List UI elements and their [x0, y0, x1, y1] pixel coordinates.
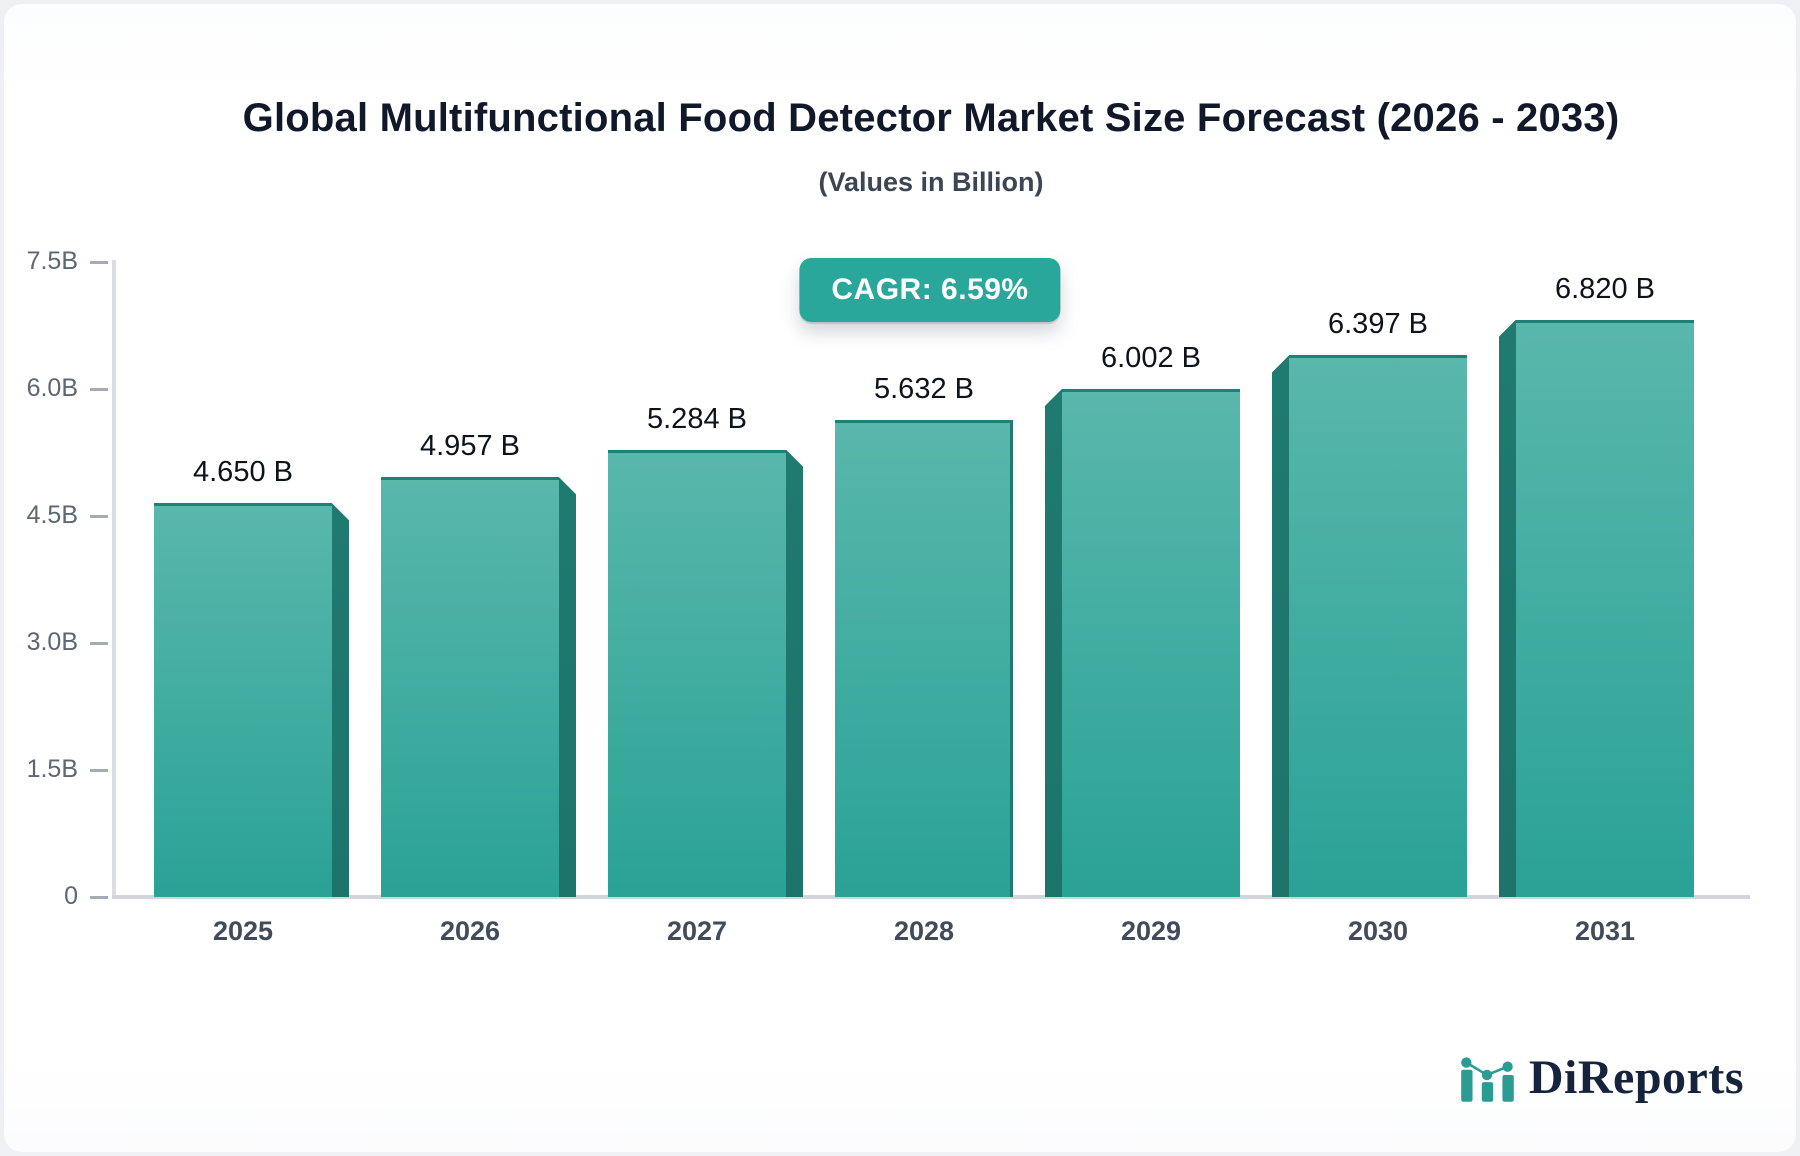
y-tick-label: 6.0B [26, 374, 78, 402]
y-axis-line [112, 260, 116, 899]
bar-face [608, 449, 786, 897]
page-title: Global Multifunctional Food Detector Mar… [242, 96, 1620, 140]
chart-header: Global Multifunctional Food Detector Mar… [114, 96, 1748, 198]
y-tick-dash [90, 388, 108, 391]
y-tick-label: 4.5B [26, 501, 78, 529]
logo-text: DiReports [1528, 1050, 1744, 1104]
x-axis-label: 2028 [893, 916, 955, 946]
x-axis-label: 2027 [666, 916, 728, 946]
y-tick-label: 7.5B [26, 247, 78, 275]
chart-subtitle: (Values in Billion) [818, 167, 1044, 197]
x-axis-label: 2026 [439, 916, 501, 946]
y-tick-label: 3.0B [26, 628, 78, 656]
bar [1499, 319, 1694, 897]
bar [835, 420, 1013, 897]
logo-icon [1461, 1057, 1514, 1102]
chart-card: Global Multifunctional Food Detector Mar… [4, 4, 1796, 1152]
x-axis-label: 2031 [1574, 916, 1636, 946]
bar [381, 477, 576, 897]
y-tick-dash [90, 642, 108, 645]
bar [154, 503, 349, 897]
x-axis-label: 2025 [212, 916, 274, 946]
x-axis-line [112, 895, 1750, 899]
y-tick-dash [90, 261, 108, 264]
bar-side-panel [786, 449, 803, 897]
bar-value-label: 6.820 B [1555, 272, 1655, 305]
x-axis-label: 2030 [1347, 916, 1409, 946]
bar-face [835, 420, 1013, 897]
cagr-badge: CAGR: 6.59% [799, 258, 1061, 322]
y-tick-dash [90, 896, 108, 899]
bar-value-label: 4.957 B [420, 430, 520, 463]
bar-value-label: 4.650 B [193, 456, 293, 489]
bar-chart-plot: 0 1.5B 3.0B 4.5B 6.0B 7.5B 4.650 B 2025 4.957 B 2… [4, 4, 1796, 1152]
bar-value-label: 5.632 B [874, 373, 974, 406]
bar-value-label: 5.284 B [647, 402, 747, 435]
x-axis-label: 2029 [1120, 916, 1182, 946]
brand-logo: DiReports [1455, 1044, 1744, 1110]
bar-face [154, 503, 332, 897]
bar [1272, 355, 1467, 897]
bar-face [381, 477, 559, 897]
bar-face [1516, 319, 1694, 897]
bar-side-panel [1272, 355, 1289, 897]
bar-side-panel [559, 477, 576, 897]
bar [608, 449, 803, 897]
bar-side-panel [1499, 319, 1516, 897]
y-tick-dash [90, 515, 108, 518]
y-tick-dash [90, 769, 108, 772]
y-tick-label: 0 [64, 882, 78, 910]
bar-side-panel [332, 503, 349, 897]
bar-face [1289, 355, 1467, 897]
y-tick-label: 1.5B [26, 755, 78, 783]
bar-side-panel [1045, 388, 1062, 897]
bar-value-label: 6.002 B [1101, 341, 1201, 374]
bar-value-label: 6.397 B [1328, 308, 1428, 341]
bar-face [1062, 388, 1240, 897]
bar [1045, 388, 1240, 897]
